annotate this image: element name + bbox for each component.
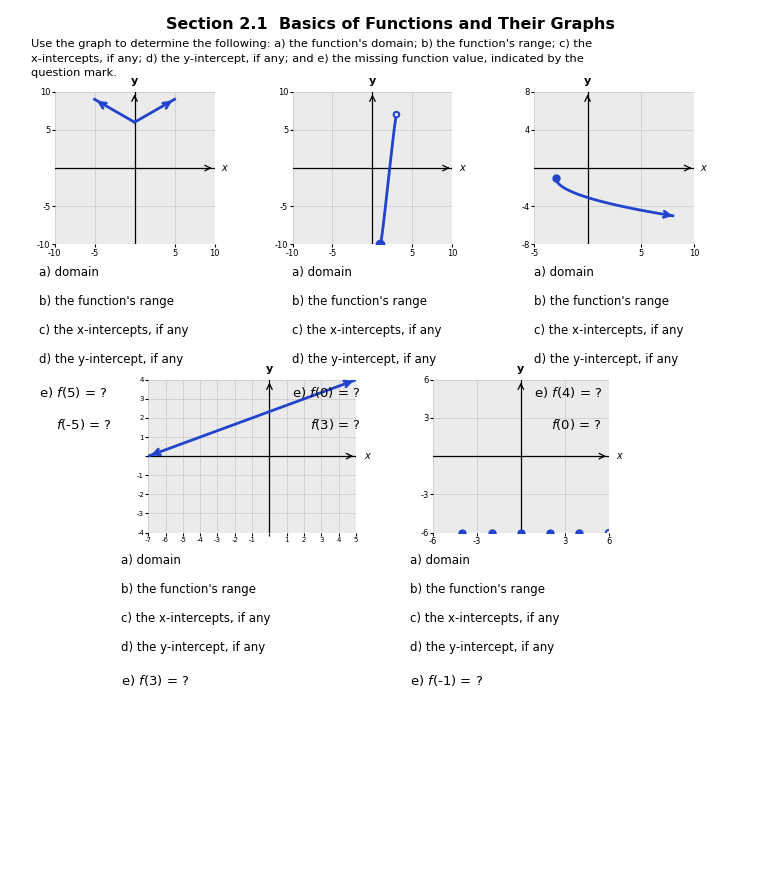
Text: b) the function's range: b) the function's range [39,295,174,308]
Text: x: x [364,451,370,461]
Circle shape [606,530,612,535]
Text: a) domain: a) domain [39,266,99,279]
Text: b) the function's range: b) the function's range [121,583,256,596]
Text: b) the function's range: b) the function's range [410,583,544,596]
Text: a) domain: a) domain [292,266,353,279]
Text: a) domain: a) domain [534,266,594,279]
Text: e) $\it{f}$(3) = ?: e) $\it{f}$(3) = ? [121,673,190,688]
Text: y: y [517,364,524,374]
Text: d) the y-intercept, if any: d) the y-intercept, if any [39,353,183,366]
Text: e) $\it{f}$(-1) = ?: e) $\it{f}$(-1) = ? [410,673,483,688]
Text: $\it{f}$(3) = ?: $\it{f}$(3) = ? [310,417,360,432]
Text: x: x [700,163,707,173]
Text: c) the x-intercepts, if any: c) the x-intercepts, if any [121,612,271,625]
Text: $\it{f}$(-5) = ?: $\it{f}$(-5) = ? [56,417,112,432]
Text: x: x [616,451,622,461]
Text: c) the x-intercepts, if any: c) the x-intercepts, if any [410,612,559,625]
Text: d) the y-intercept, if any: d) the y-intercept, if any [121,641,265,654]
Text: Section 2.1  Basics of Functions and Their Graphs: Section 2.1 Basics of Functions and Thei… [165,17,615,32]
Text: c) the x-intercepts, if any: c) the x-intercepts, if any [39,324,189,337]
Text: x: x [221,163,227,173]
Text: y: y [369,76,376,86]
Text: $\it{f}$(0) = ?: $\it{f}$(0) = ? [551,417,602,432]
Text: c) the x-intercepts, if any: c) the x-intercepts, if any [292,324,442,337]
Text: y: y [266,364,273,374]
Text: a) domain: a) domain [121,554,181,567]
Text: e) $\it{f}$(0) = ?: e) $\it{f}$(0) = ? [292,385,361,400]
Text: b) the function's range: b) the function's range [534,295,669,308]
Text: d) the y-intercept, if any: d) the y-intercept, if any [410,641,554,654]
Text: c) the x-intercepts, if any: c) the x-intercepts, if any [534,324,684,337]
Text: d) the y-intercept, if any: d) the y-intercept, if any [292,353,437,366]
Circle shape [394,112,399,117]
Text: e) $\it{f}$(4) = ?: e) $\it{f}$(4) = ? [534,385,603,400]
Text: d) the y-intercept, if any: d) the y-intercept, if any [534,353,679,366]
Text: x: x [459,163,465,173]
Text: Use the graph to determine the following: a) the function's domain; b) the funct: Use the graph to determine the following… [31,39,592,78]
Text: y: y [131,76,138,86]
Text: a) domain: a) domain [410,554,470,567]
Text: e) $\it{f}$(5) = ?: e) $\it{f}$(5) = ? [39,385,108,400]
Text: b) the function's range: b) the function's range [292,295,427,308]
Text: y: y [584,76,591,86]
